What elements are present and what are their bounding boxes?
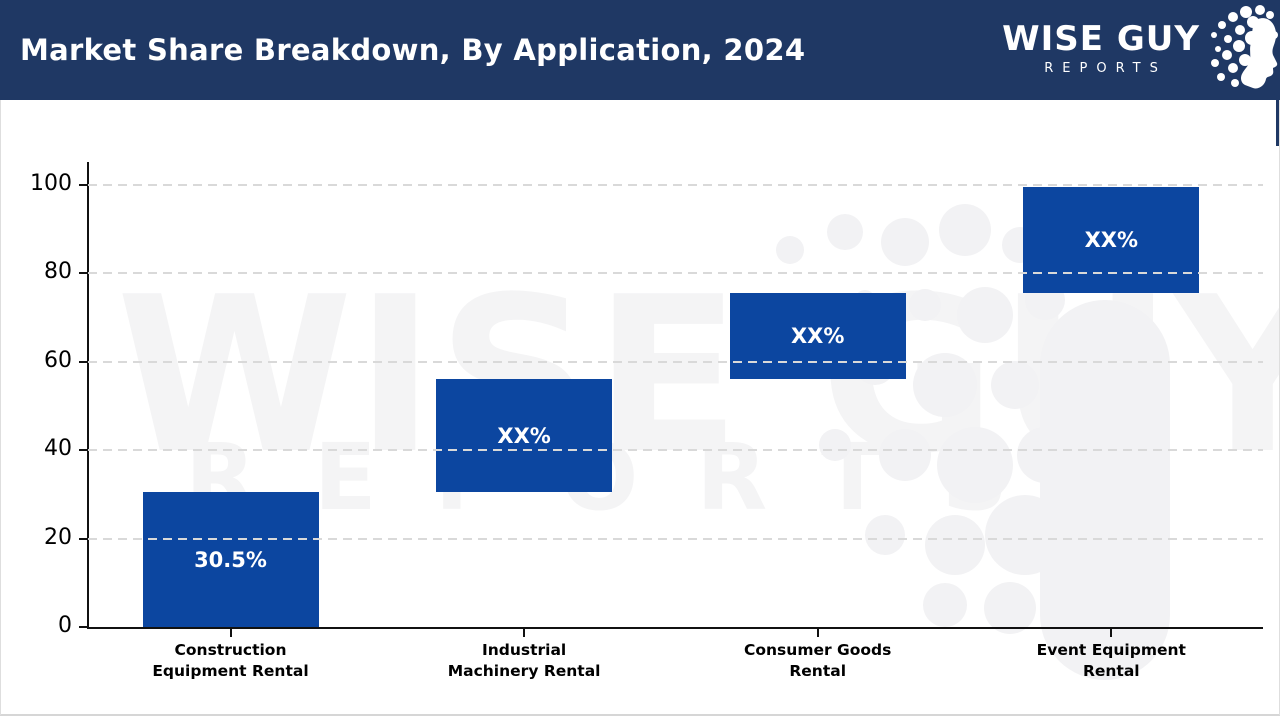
page-title: Market Share Breakdown, By Application, … bbox=[20, 33, 806, 67]
y-tick-mark-60 bbox=[79, 360, 88, 363]
figure-left-border bbox=[0, 100, 1, 715]
wiseguy-logo: WISE GUY REPORTS bbox=[1002, 0, 1280, 100]
x-tick-mark bbox=[816, 629, 819, 637]
header: Market Share Breakdown, By Application, … bbox=[0, 0, 1280, 100]
y-tick-mark-100 bbox=[79, 184, 88, 186]
x-tick-mark bbox=[229, 629, 232, 637]
logo-wordmark: WISE GUY REPORTS bbox=[1002, 22, 1200, 76]
bar-segment: XX% bbox=[436, 379, 613, 493]
watermark-face-blob bbox=[1040, 300, 1170, 680]
watermark-dot bbox=[865, 515, 905, 555]
y-tick-mark-20 bbox=[79, 537, 88, 540]
gridline-80 bbox=[88, 272, 1263, 275]
watermark-dot bbox=[879, 429, 931, 481]
watermark-dot bbox=[909, 289, 941, 321]
bar-segment: XX% bbox=[729, 293, 906, 380]
y-axis-line bbox=[87, 162, 89, 629]
x-category-label: Construction Equipment Rental bbox=[152, 641, 309, 681]
watermark-dot bbox=[957, 287, 1013, 343]
gridline-20 bbox=[88, 537, 1263, 540]
logo-edge-bleed bbox=[1276, 100, 1280, 146]
y-tick-label: 40 bbox=[44, 436, 72, 462]
y-tick-mark-80 bbox=[79, 272, 88, 275]
logo-name: WISE GUY bbox=[1002, 19, 1200, 59]
watermark-dot bbox=[991, 361, 1039, 409]
y-tick-label: 0 bbox=[58, 613, 72, 638]
x-tick-mark bbox=[1110, 629, 1113, 637]
watermark-dot bbox=[925, 515, 985, 575]
bar-value-label: XX% bbox=[497, 423, 551, 448]
bar-segment: XX% bbox=[1023, 187, 1200, 294]
y-tick-label: 20 bbox=[44, 524, 72, 550]
chart: WISE GUY REPORTS 0 20 40 60 80 100 30.5% Constr… bbox=[0, 100, 1280, 716]
watermark-dot bbox=[913, 353, 977, 417]
gridline-100 bbox=[88, 184, 1263, 186]
bar-value-label: XX% bbox=[790, 324, 845, 349]
watermark-dot bbox=[923, 583, 967, 627]
watermark-dot bbox=[985, 495, 1065, 575]
figure-bottom-border bbox=[0, 714, 1280, 716]
watermark-dot bbox=[1051, 331, 1079, 359]
watermark-dot bbox=[937, 427, 1013, 503]
bar-value-label: XX% bbox=[1084, 228, 1139, 253]
y-tick-mark-0 bbox=[79, 626, 88, 628]
watermark-dot bbox=[984, 582, 1036, 634]
gridline-40 bbox=[88, 449, 1263, 452]
watermark-dot bbox=[776, 236, 804, 264]
watermark-dot bbox=[827, 214, 863, 250]
x-category-label: Consumer Goods Rental bbox=[744, 641, 892, 681]
watermark-dot bbox=[819, 429, 851, 461]
gridline-60 bbox=[88, 360, 1263, 363]
x-tick-mark bbox=[523, 629, 526, 637]
y-tick-mark-40 bbox=[79, 449, 88, 452]
x-category-label: Event Equipment Rental bbox=[1036, 641, 1186, 681]
x-category-label: Industrial Machinery Rental bbox=[447, 641, 601, 681]
wiseguy-face-icon bbox=[1211, 5, 1278, 89]
watermark-dot bbox=[881, 218, 929, 266]
plot-area: 0 20 40 60 80 100 30.5% Construction Equipment … bbox=[0, 100, 1280, 716]
bar-value-label: 30.5% bbox=[194, 547, 267, 572]
y-tick-label: 100 bbox=[30, 171, 72, 196]
y-tick-label: 80 bbox=[44, 259, 72, 285]
y-tick-label: 60 bbox=[44, 347, 72, 373]
watermark-dot bbox=[1017, 427, 1073, 483]
logo-tagline: REPORTS bbox=[1044, 61, 1167, 76]
bar-segment: 30.5% bbox=[142, 492, 319, 627]
x-axis-line bbox=[87, 627, 1263, 629]
watermark-dot bbox=[939, 204, 991, 256]
